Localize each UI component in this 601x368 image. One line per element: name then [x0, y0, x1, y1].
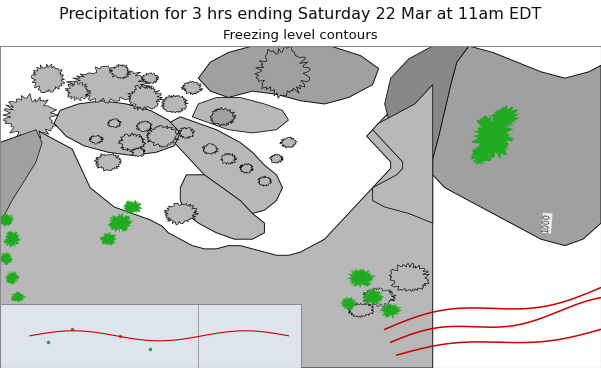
Polygon shape: [220, 153, 237, 164]
Polygon shape: [239, 163, 254, 173]
Polygon shape: [340, 297, 358, 311]
Polygon shape: [279, 137, 297, 148]
Polygon shape: [389, 263, 429, 291]
Polygon shape: [3, 93, 58, 139]
Polygon shape: [147, 125, 180, 148]
Polygon shape: [161, 95, 188, 113]
Text: Freezing level contours: Freezing level contours: [223, 29, 378, 42]
Polygon shape: [89, 135, 103, 144]
Polygon shape: [255, 45, 310, 98]
Polygon shape: [66, 66, 150, 103]
Polygon shape: [258, 176, 272, 186]
Polygon shape: [0, 251, 13, 265]
Polygon shape: [373, 85, 433, 223]
Polygon shape: [99, 232, 117, 246]
Polygon shape: [385, 46, 469, 159]
Polygon shape: [54, 101, 180, 156]
Polygon shape: [118, 133, 146, 152]
Polygon shape: [107, 213, 133, 233]
Polygon shape: [379, 302, 402, 318]
Polygon shape: [210, 107, 236, 126]
Polygon shape: [3, 230, 21, 248]
Polygon shape: [164, 203, 198, 225]
Polygon shape: [109, 64, 131, 79]
Polygon shape: [122, 200, 142, 214]
Polygon shape: [470, 146, 492, 164]
Polygon shape: [0, 213, 14, 227]
Polygon shape: [192, 98, 288, 133]
Text: 1000: 1000: [542, 213, 552, 233]
Polygon shape: [0, 130, 42, 223]
Polygon shape: [198, 46, 379, 104]
Polygon shape: [65, 81, 91, 101]
Polygon shape: [471, 115, 514, 159]
Polygon shape: [94, 153, 121, 171]
Polygon shape: [31, 64, 65, 93]
Polygon shape: [347, 268, 376, 287]
Polygon shape: [131, 147, 145, 157]
Polygon shape: [269, 154, 283, 163]
Polygon shape: [141, 72, 159, 84]
Polygon shape: [162, 117, 282, 213]
Polygon shape: [107, 118, 121, 128]
Polygon shape: [18, 311, 30, 321]
Polygon shape: [127, 85, 162, 111]
Polygon shape: [347, 303, 374, 318]
Polygon shape: [5, 271, 20, 285]
Polygon shape: [182, 81, 203, 95]
Polygon shape: [433, 46, 601, 246]
Text: Precipitation for 3 hrs ending Saturday 22 Mar at 11am EDT: Precipitation for 3 hrs ending Saturday …: [59, 7, 542, 22]
Polygon shape: [202, 144, 219, 155]
Polygon shape: [178, 127, 195, 139]
Polygon shape: [363, 288, 397, 307]
Polygon shape: [136, 121, 152, 132]
Polygon shape: [180, 175, 264, 239]
Polygon shape: [362, 289, 384, 305]
Polygon shape: [11, 291, 26, 303]
Polygon shape: [490, 105, 520, 128]
Bar: [0, 304, 300, 368]
Polygon shape: [0, 72, 433, 368]
